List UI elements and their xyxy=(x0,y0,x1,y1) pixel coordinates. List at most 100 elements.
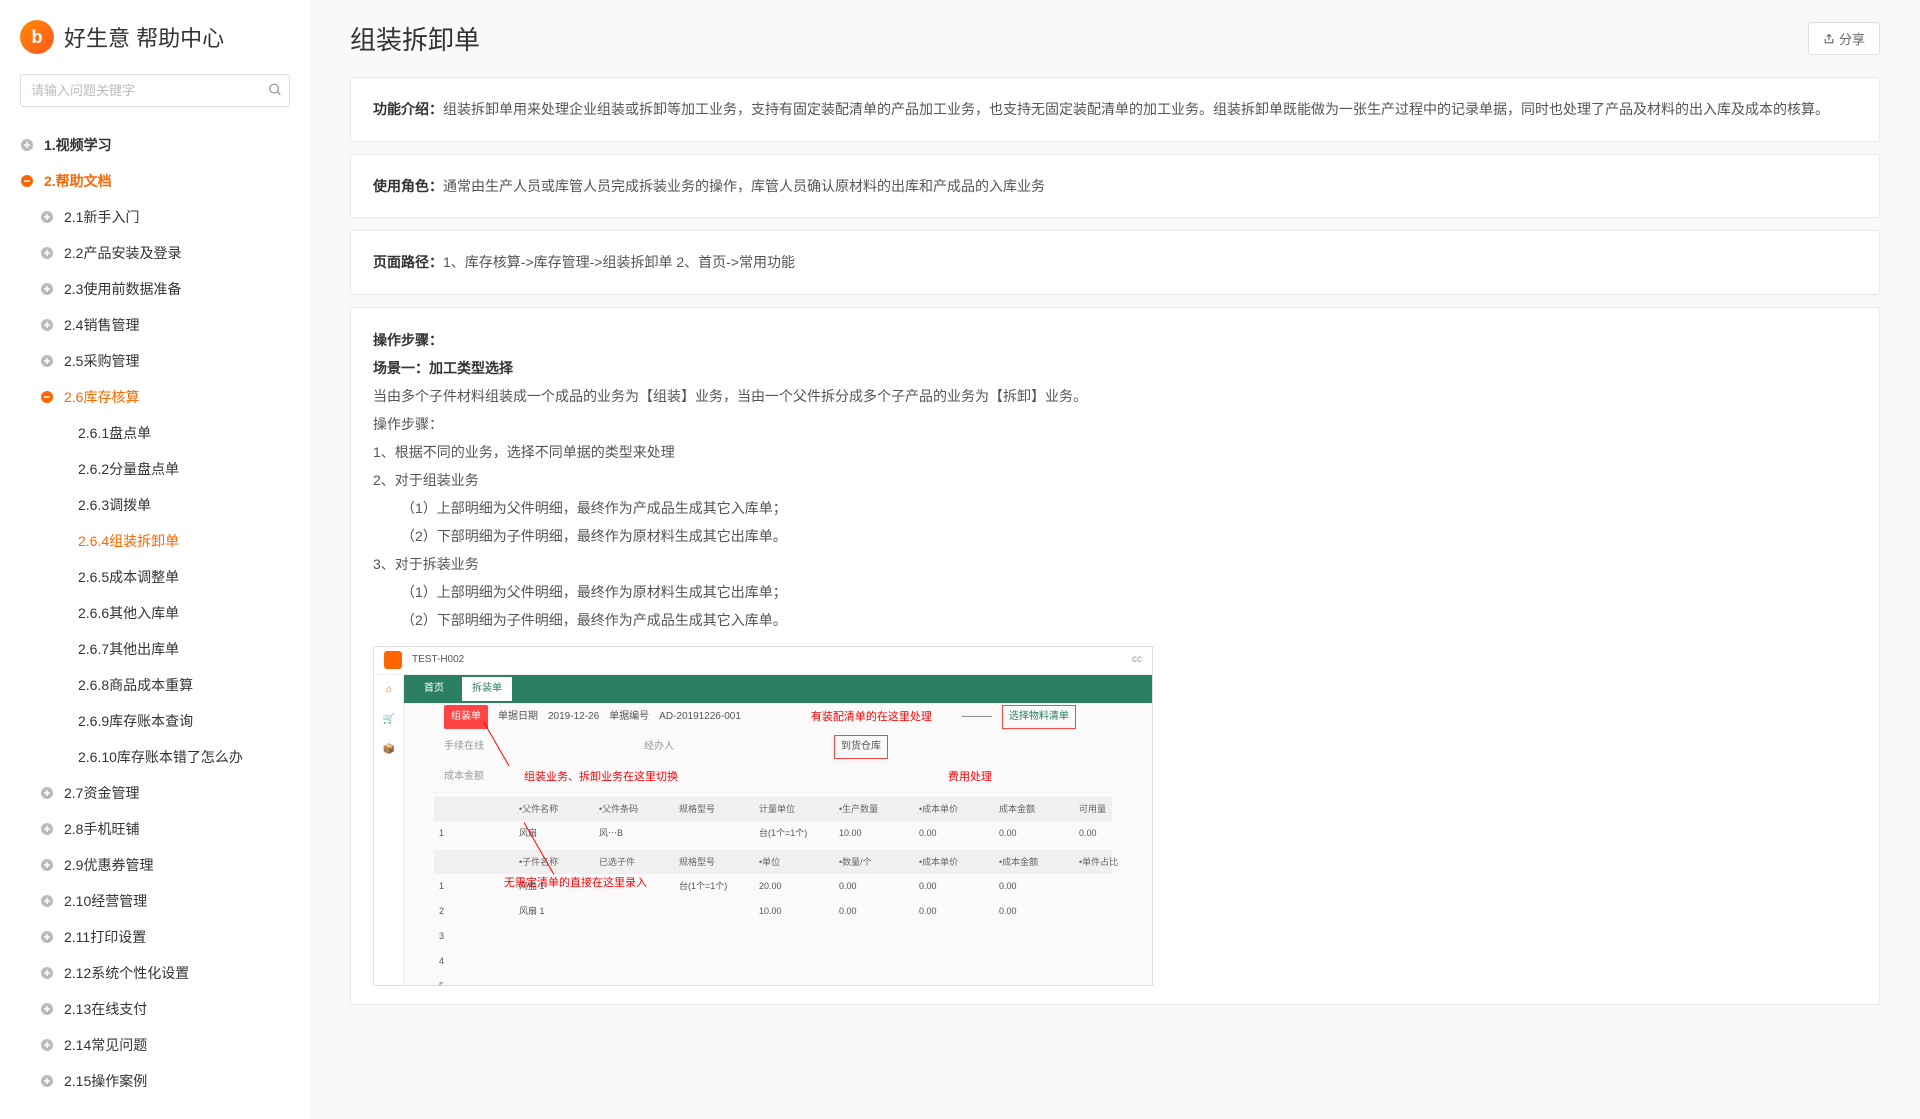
ss-top-right: cc xyxy=(1132,650,1142,670)
plus-icon xyxy=(40,1002,54,1016)
nav-item[interactable]: 2.7资金管理 xyxy=(20,775,290,811)
step-2-2: （2）下部明细为子件明细，最终作为原材料生成其它出库单。 xyxy=(373,522,1857,550)
search-input[interactable] xyxy=(20,74,290,107)
share-button[interactable]: 分享 xyxy=(1808,22,1880,55)
nav-item[interactable]: 2.帮助文档 xyxy=(20,163,290,199)
step-1: 1、根据不同的业务，选择不同单据的类型来处理 xyxy=(373,438,1857,466)
step-3-2: （2）下部明细为子件明细，最终作为产成品生成其它入库单。 xyxy=(373,606,1857,634)
plus-icon xyxy=(40,210,54,224)
sidebar: b 好生意 帮助中心 1.视频学习 2.帮助文档 2.1新手入门 2.2产品安装及登录… xyxy=(0,0,310,1119)
nav-item[interactable]: 2.6.10库存账本错了怎么办 xyxy=(20,739,290,775)
nav-label: 2.9优惠券管理 xyxy=(64,855,153,875)
ss-anno-1: 有装配清单的在这里处理 xyxy=(811,706,932,728)
nav-label: 2.14常见问题 xyxy=(64,1035,147,1055)
title-bar: 组装拆卸单 分享 xyxy=(350,20,1880,57)
ss-docno: AD-20191226-001 xyxy=(659,707,741,727)
nav-item[interactable]: 2.10经营管理 xyxy=(20,883,290,919)
plus-icon xyxy=(40,858,54,872)
ss-assemble-btn: 组装单 xyxy=(444,705,488,729)
intro-label: 功能介绍： xyxy=(373,101,443,117)
nav-label: 2.12系统个性化设置 xyxy=(64,963,189,983)
nav-label: 2.6.7其他出库单 xyxy=(78,639,179,659)
share-icon xyxy=(1823,33,1835,45)
ss-sidebar: ⌂ 🛒 📦 xyxy=(374,675,404,985)
nav-item[interactable]: 2.5采购管理 xyxy=(20,343,290,379)
nav-label: 2.6.8商品成本重算 xyxy=(78,675,193,695)
nav-label: 2.6.3调拨单 xyxy=(78,495,151,515)
nav-label: 2.6.2分量盘点单 xyxy=(78,459,179,479)
plus-icon xyxy=(40,966,54,980)
ss-material-btn: 选择物料清单 xyxy=(1002,705,1076,729)
role-text: 通常由生产人员或库管人员完成拆装业务的操作，库管人员确认原材料的出库和产成品的入… xyxy=(443,178,1045,194)
plus-icon xyxy=(40,282,54,296)
nav-label: 2.13在线支付 xyxy=(64,999,147,1019)
logo-icon: b xyxy=(20,20,54,54)
ss-table2-row: 5 xyxy=(434,974,1112,986)
nav-label: 2.6.1盘点单 xyxy=(78,423,151,443)
ss-tab-doc: 拆装单 xyxy=(462,677,512,701)
nav-label: 2.帮助文档 xyxy=(44,171,112,191)
nav-item[interactable]: 2.6.4组装拆卸单 xyxy=(20,523,290,559)
nav-item[interactable]: 2.8手机旺铺 xyxy=(20,811,290,847)
nav-item[interactable]: 2.15操作案例 xyxy=(20,1063,290,1099)
ss-table2-row: 2风扇 110.000.000.000.00 xyxy=(434,899,1112,924)
step-3-1: （1）上部明细为父件明细，最终作为原材料生成其它出库单； xyxy=(373,578,1857,606)
nav-item[interactable]: 2.6.5成本调整单 xyxy=(20,559,290,595)
ss-box-icon: 📦 xyxy=(374,735,404,765)
nav-item[interactable]: 2.6库存核算 xyxy=(20,379,290,415)
nav-item[interactable]: 2.14常见问题 xyxy=(20,1027,290,1063)
main-content: 组装拆卸单 分享 功能介绍：组装拆卸单用来处理企业组装或拆卸等加工业务，支持有固… xyxy=(310,0,1920,1119)
nav-label: 2.7资金管理 xyxy=(64,783,139,803)
ss-table1-head: •父件名称•父件条码规格型号计量单位•生产数量•成本单价成本金额可用量 xyxy=(434,797,1112,821)
logo-text: 好生意 帮助中心 xyxy=(64,21,224,53)
nav-label: 1.视频学习 xyxy=(44,135,112,155)
page-title: 组装拆卸单 xyxy=(350,20,480,57)
minus-icon xyxy=(40,390,54,404)
nav-item[interactable]: 2.11打印设置 xyxy=(20,919,290,955)
nav-item[interactable]: 2.6.9库存账本查询 xyxy=(20,703,290,739)
nav-item[interactable]: 2.13在线支付 xyxy=(20,991,290,1027)
nav-item[interactable]: 2.6.2分量盘点单 xyxy=(20,451,290,487)
ss-table2-head: •子件名称已选子件规格型号•单位•数量/个•成本单价•成本金额•单件占比操作 xyxy=(434,850,1112,874)
ss-tab-home: 首页 xyxy=(414,677,454,701)
nav-item[interactable]: 2.3使用前数据准备 xyxy=(20,271,290,307)
search-icon[interactable] xyxy=(268,82,282,99)
ss-logo-icon xyxy=(384,651,402,669)
plus-icon xyxy=(40,786,54,800)
nav-item[interactable]: 2.12系统个性化设置 xyxy=(20,955,290,991)
nav-item[interactable]: 2.6.7其他出库单 xyxy=(20,631,290,667)
nav-tree: 1.视频学习2.帮助文档2.1新手入门2.2产品安装及登录2.3使用前数据准备2… xyxy=(20,127,290,1099)
ss-anno-2: 组装业务、拆卸业务在这里切换 xyxy=(524,766,678,788)
scene-desc: 当由多个子件材料组装成一个成品的业务为【组装】业务，当由一个父件拆分成多个子产品… xyxy=(373,382,1857,410)
nav-item[interactable]: 2.4销售管理 xyxy=(20,307,290,343)
path-text: 1、库存核算->库存管理->组装拆卸单 2、首页->常用功能 xyxy=(443,254,795,270)
nav-label: 2.15操作案例 xyxy=(64,1071,147,1091)
nav-item[interactable]: 2.6.3调拨单 xyxy=(20,487,290,523)
path-panel: 页面路径：1、库存核算->库存管理->组装拆卸单 2、首页->常用功能 xyxy=(350,230,1880,295)
nav-item[interactable]: 2.1新手入门 xyxy=(20,199,290,235)
intro-text: 组装拆卸单用来处理企业组装或拆卸等加工业务，支持有固定装配清单的产品加工业务，也… xyxy=(443,101,1829,117)
nav-item[interactable]: 2.6.1盘点单 xyxy=(20,415,290,451)
path-label: 页面路径： xyxy=(373,254,443,270)
plus-icon xyxy=(40,1074,54,1088)
logo-area: b 好生意 帮助中心 xyxy=(20,20,290,54)
ss-arrival: 到货仓库 xyxy=(834,735,888,759)
scene-title: 场景一：加工类型选择 xyxy=(373,354,1857,382)
nav-item[interactable]: 2.6.8商品成本重算 xyxy=(20,667,290,703)
steps-panel: 操作步骤： 场景一：加工类型选择 当由多个子件材料组装成一个成品的业务为【组装】… xyxy=(350,307,1880,1005)
nav-item[interactable]: 2.6.6其他入库单 xyxy=(20,595,290,631)
ss-table2-row: 3 xyxy=(434,924,1112,949)
nav-item[interactable]: 2.9优惠券管理 xyxy=(20,847,290,883)
step-3: 3、对于拆装业务 xyxy=(373,550,1857,578)
nav-label: 2.5采购管理 xyxy=(64,351,139,371)
ss-date: 2019-12-26 xyxy=(548,707,599,727)
nav-item[interactable]: 1.视频学习 xyxy=(20,127,290,163)
embedded-screenshot: TEST-H002 cc ⌂ 🛒 📦 首页 拆装单 组装单 单据日期 2019-… xyxy=(373,646,1153,986)
plus-icon xyxy=(40,894,54,908)
step-2-1: （1）上部明细为父件明细，最终作为产成品生成其它入库单； xyxy=(373,494,1857,522)
nav-item[interactable]: 2.2产品安装及登录 xyxy=(20,235,290,271)
ss-top-label: TEST-H002 xyxy=(412,650,464,670)
plus-icon xyxy=(40,1038,54,1052)
plus-icon xyxy=(40,354,54,368)
nav-label: 2.1新手入门 xyxy=(64,207,139,227)
